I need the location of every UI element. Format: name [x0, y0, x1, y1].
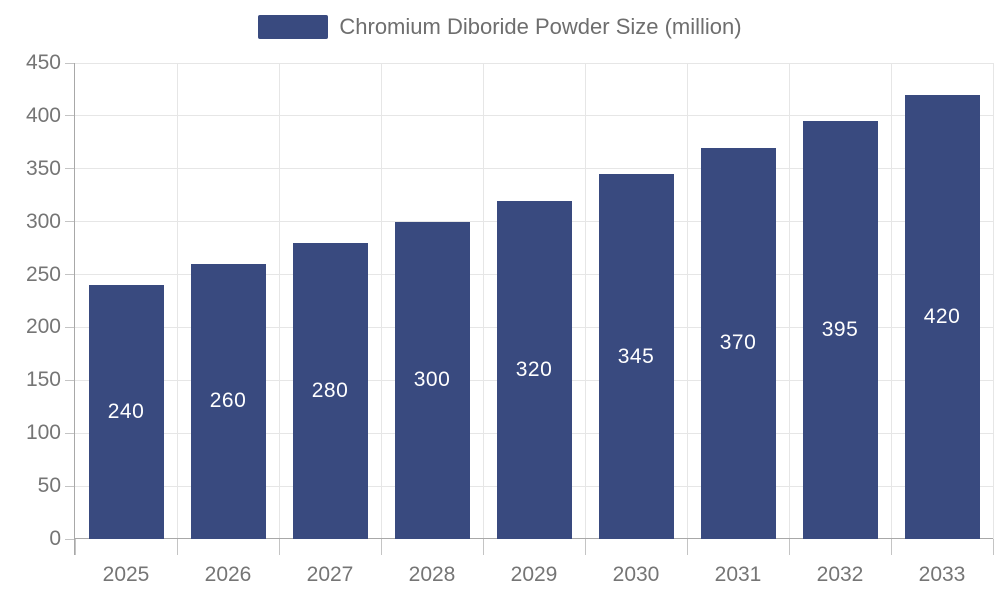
bar-2033[interactable]: 420 [904, 94, 980, 539]
legend-label: Chromium Diboride Powder Size (million) [339, 14, 742, 39]
y-tick-mark [65, 221, 75, 223]
y-axis-line [74, 63, 75, 555]
v-gridline [482, 63, 484, 539]
y-axis-label: 0 [49, 527, 61, 550]
bar-value-label: 260 [209, 389, 247, 413]
x-tick-mark [74, 539, 76, 555]
bar-value-label: 280 [311, 378, 349, 402]
v-gridline [686, 63, 688, 539]
x-tick-mark [788, 539, 790, 555]
y-tick-mark [65, 485, 75, 487]
bar-value-label: 300 [413, 368, 451, 392]
y-axis-label: 400 [25, 103, 61, 127]
y-axis-label: 200 [25, 315, 61, 339]
x-axis-label: 2032 [816, 563, 864, 586]
y-axis-label: 450 [25, 51, 61, 74]
y-tick-mark [65, 326, 75, 328]
bar-2028[interactable]: 300 [394, 221, 470, 539]
legend-swatch-icon [258, 15, 329, 39]
x-axis-label: 2029 [510, 563, 558, 586]
y-axis-label: 150 [25, 368, 61, 392]
y-tick-mark [65, 62, 75, 64]
x-axis-label: 2033 [918, 563, 966, 586]
v-gridline [584, 63, 586, 539]
bar-value-label: 370 [719, 331, 757, 355]
bar-value-label: 240 [107, 400, 145, 424]
y-axis-label: 300 [25, 209, 61, 233]
y-tick-mark [65, 115, 75, 117]
x-tick-mark [686, 539, 688, 555]
x-axis-label: 2030 [612, 563, 660, 586]
x-tick-mark [890, 539, 892, 555]
v-gridline [278, 63, 280, 539]
y-tick-mark [65, 379, 75, 381]
h-gridline [75, 62, 993, 64]
x-tick-mark [482, 539, 484, 555]
bar-2029[interactable]: 320 [496, 200, 572, 539]
y-axis-label: 100 [25, 421, 61, 445]
v-gridline [890, 63, 892, 539]
x-tick-mark [278, 539, 280, 555]
bar-value-label: 320 [515, 357, 553, 381]
bar-2030[interactable]: 345 [598, 174, 674, 539]
v-gridline [176, 63, 178, 539]
v-gridline [788, 63, 790, 539]
bar-value-label: 420 [923, 304, 961, 328]
x-tick-mark [992, 539, 994, 555]
y-tick-mark [65, 274, 75, 276]
bar-value-label: 345 [617, 344, 655, 368]
h-gridline [75, 168, 993, 170]
h-gridline [75, 115, 993, 117]
y-tick-mark [65, 168, 75, 170]
bar-2025[interactable]: 240 [88, 285, 164, 539]
x-axis-label: 2028 [408, 563, 456, 586]
bar-2027[interactable]: 280 [292, 242, 368, 539]
y-axis-label: 50 [37, 474, 61, 498]
y-tick-mark [65, 538, 75, 540]
v-gridline [380, 63, 382, 539]
x-tick-mark [176, 539, 178, 555]
x-tick-mark [584, 539, 586, 555]
y-tick-mark [65, 432, 75, 434]
x-tick-mark [380, 539, 382, 555]
x-axis-label: 2025 [102, 563, 150, 586]
legend[interactable]: Chromium Diboride Powder Size (million) [0, 14, 1000, 40]
bar-2031[interactable]: 370 [700, 147, 776, 539]
y-axis-label: 250 [25, 262, 61, 286]
x-axis-label: 2031 [714, 563, 762, 586]
x-axis-label: 2026 [204, 563, 252, 586]
bar-2032[interactable]: 395 [802, 121, 878, 539]
bar-2026[interactable]: 260 [190, 263, 266, 539]
y-axis-label: 350 [25, 156, 61, 180]
x-axis-label: 2027 [306, 563, 354, 586]
v-gridline [992, 63, 994, 539]
bar-value-label: 395 [821, 318, 859, 342]
